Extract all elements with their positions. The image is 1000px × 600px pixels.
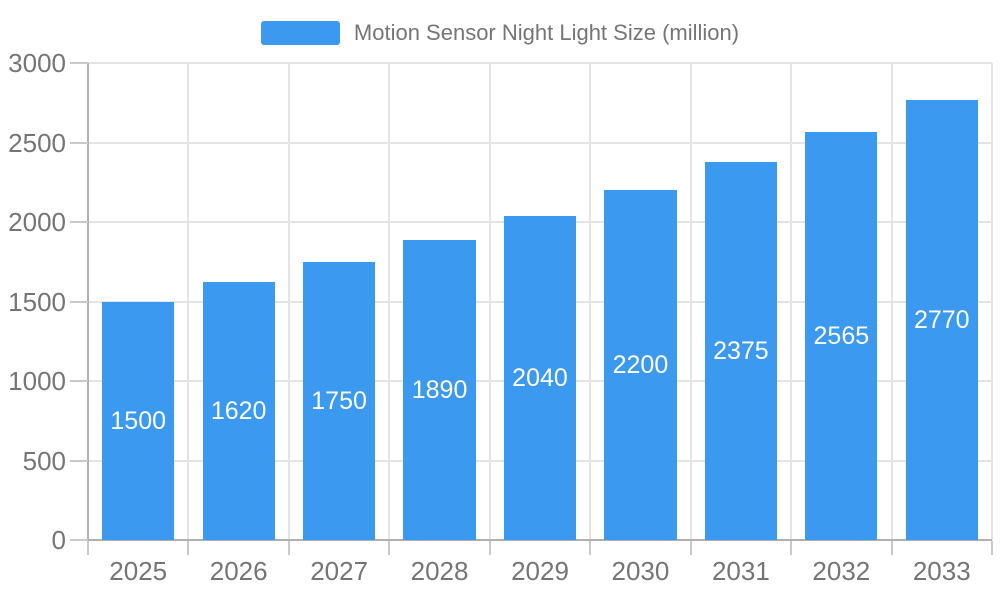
- y-tick-mark: [70, 62, 88, 64]
- x-tick-label: 2027: [310, 556, 369, 586]
- y-tick-label: 500: [22, 445, 66, 476]
- y-tick-label: 1000: [8, 366, 66, 397]
- y-tick-label: 3000: [8, 48, 66, 78]
- bar-2032[interactable]: 2565: [805, 132, 878, 540]
- h-gridline: [88, 141, 992, 144]
- bar-value-label: 1750: [311, 386, 367, 415]
- v-gridline: [890, 63, 893, 540]
- y-tick-mark: [70, 539, 88, 541]
- y-tick-mark: [70, 380, 88, 382]
- v-gridline: [488, 63, 491, 540]
- x-tick-mark: [87, 541, 89, 555]
- x-axis-line: [70, 539, 992, 541]
- x-tick-label: 2030: [611, 556, 670, 586]
- legend-item[interactable]: Motion Sensor Night Light Size (million): [0, 16, 1000, 50]
- x-tick-label: 2028: [410, 556, 469, 586]
- v-gridline: [187, 63, 190, 540]
- y-tick-label: 0: [51, 525, 66, 555]
- bar-value-label: 1500: [110, 406, 167, 435]
- bar-value-label: 2375: [713, 337, 769, 366]
- y-tick-mark: [70, 221, 88, 223]
- bar-2030[interactable]: 2200: [604, 190, 677, 540]
- bar-2029[interactable]: 2040: [503, 215, 577, 540]
- x-tick-mark: [991, 541, 993, 555]
- x-tick-mark: [488, 541, 491, 555]
- bar-value-label: 1620: [210, 397, 267, 426]
- x-tick-mark: [790, 541, 793, 555]
- x-tick-mark: [890, 541, 893, 555]
- x-tick-mark: [388, 541, 391, 555]
- plot-area: 1500 1620 1750 1890 2040 2200 2375 2565 2770: [88, 62, 993, 540]
- legend-swatch-icon: [260, 21, 340, 45]
- x-tick-label: 2032: [812, 556, 871, 586]
- h-gridline: [88, 62, 992, 64]
- x-tick-label: 2033: [912, 556, 971, 586]
- y-axis-labels: 0 500 1000 1500 2000 2500 3000: [0, 50, 66, 553]
- v-gridline: [991, 63, 993, 540]
- bar-2031[interactable]: 2375: [704, 162, 778, 540]
- x-tick-label: 2026: [209, 556, 268, 586]
- x-tick-mark: [287, 541, 290, 555]
- v-gridline: [589, 63, 592, 540]
- bar-2025[interactable]: 1500: [102, 301, 175, 540]
- x-tick-mark: [589, 541, 592, 555]
- v-gridline: [790, 63, 793, 540]
- y-axis-line: [87, 63, 89, 554]
- y-tick-label: 2500: [8, 127, 66, 158]
- y-tick-mark: [70, 300, 88, 303]
- bar-value-label: 2200: [612, 351, 669, 380]
- x-tick-mark: [689, 541, 692, 555]
- x-axis-labels: 2025 2026 2027 2028 2029 2030 2031 2032 2033: [88, 556, 992, 590]
- bar-2027[interactable]: 1750: [302, 261, 376, 540]
- x-tick-label: 2029: [511, 556, 569, 586]
- bar-value-label: 1890: [411, 375, 468, 404]
- bar-2033[interactable]: 2770: [905, 99, 978, 540]
- v-gridline: [287, 63, 290, 540]
- y-tick-label: 1500: [8, 286, 66, 317]
- x-tick-label: 2025: [109, 556, 168, 586]
- y-tick-mark: [70, 459, 88, 462]
- y-tick-mark: [70, 141, 88, 144]
- x-tick-label: 2031: [711, 556, 770, 586]
- y-tick-label: 2000: [8, 207, 66, 238]
- bar-2026[interactable]: 1620: [202, 282, 275, 540]
- bar-value-label: 2565: [813, 322, 870, 351]
- bar-2028[interactable]: 1890: [403, 239, 476, 540]
- bar-value-label: 2770: [913, 305, 970, 334]
- x-tick-mark: [187, 541, 190, 555]
- v-gridline: [388, 63, 391, 540]
- v-gridline: [689, 63, 692, 540]
- bar-value-label: 2040: [512, 363, 568, 392]
- legend-label: Motion Sensor Night Light Size (million): [353, 20, 740, 45]
